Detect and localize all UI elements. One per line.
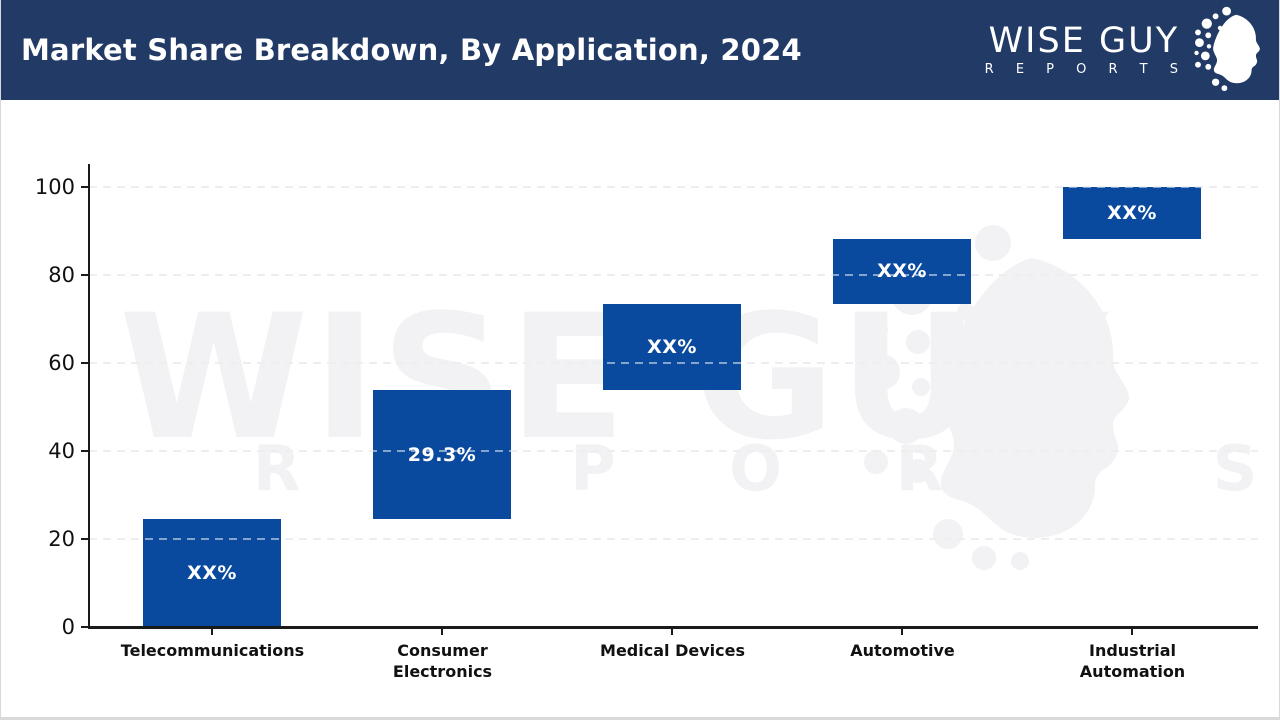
x-category-label: Medical Devices	[600, 641, 745, 660]
y-tick-mark	[81, 538, 89, 540]
gridline-overlay	[89, 450, 1258, 452]
brand-logo-text: WISE GUY R E P O R T S	[981, 20, 1187, 77]
x-category-label: Consumer Electronics	[392, 641, 493, 681]
x-tick-mark	[211, 627, 213, 635]
bar-value-label: 29.3%	[407, 443, 477, 466]
x-category-label: Automotive	[850, 641, 955, 660]
bar-telecommunications: XX%	[143, 519, 281, 627]
bar-industrial-automation: XX%	[1063, 187, 1201, 239]
y-tick-mark	[81, 186, 89, 188]
x-category-label: Telecommunications	[120, 641, 305, 660]
y-tick-label: 100	[34, 175, 75, 199]
y-tick-label: 60	[48, 351, 75, 375]
y-tick-label: 20	[48, 527, 75, 551]
brand-logo: WISE GUY R E P O R T S	[981, 6, 1273, 94]
x-tick-mark	[1131, 627, 1133, 635]
bar-value-label: XX%	[647, 336, 697, 359]
header: Market Share Breakdown, By Application, …	[1, 0, 1279, 100]
y-tick-label: 80	[48, 263, 75, 287]
bar-consumer-electronics: 29.3%	[373, 390, 511, 520]
bar-value-label: XX%	[1107, 201, 1157, 224]
y-tick-mark	[81, 362, 89, 364]
bar-value-label: XX%	[187, 562, 237, 585]
brand-wordmark: WISE GUY	[988, 20, 1180, 61]
x-tick-mark	[441, 627, 443, 635]
y-axis-line	[88, 164, 90, 629]
bar-medical-devices: XX%	[603, 304, 741, 391]
x-tick-mark	[901, 627, 903, 635]
gridline-overlay	[89, 186, 1258, 188]
y-tick-mark	[81, 274, 89, 276]
gridline-overlay	[89, 362, 1258, 364]
bar-automotive: XX%	[833, 238, 971, 305]
page-title: Market Share Breakdown, By Application, …	[21, 33, 802, 67]
y-tick-mark	[81, 626, 89, 628]
gridline-overlay	[89, 538, 1258, 540]
y-tick-mark	[81, 450, 89, 452]
brand-head-icon	[1194, 6, 1260, 92]
y-tick-label: 40	[48, 439, 75, 463]
x-axis-line	[88, 626, 1258, 629]
bar-value-label: XX%	[877, 260, 927, 283]
gridline-overlay	[89, 274, 1258, 276]
x-tick-mark	[671, 627, 673, 635]
y-tick-label: 0	[61, 615, 75, 639]
brand-subtext: R E P O R T S	[984, 61, 1187, 77]
x-category-label: Industrial Automation	[1079, 641, 1186, 681]
